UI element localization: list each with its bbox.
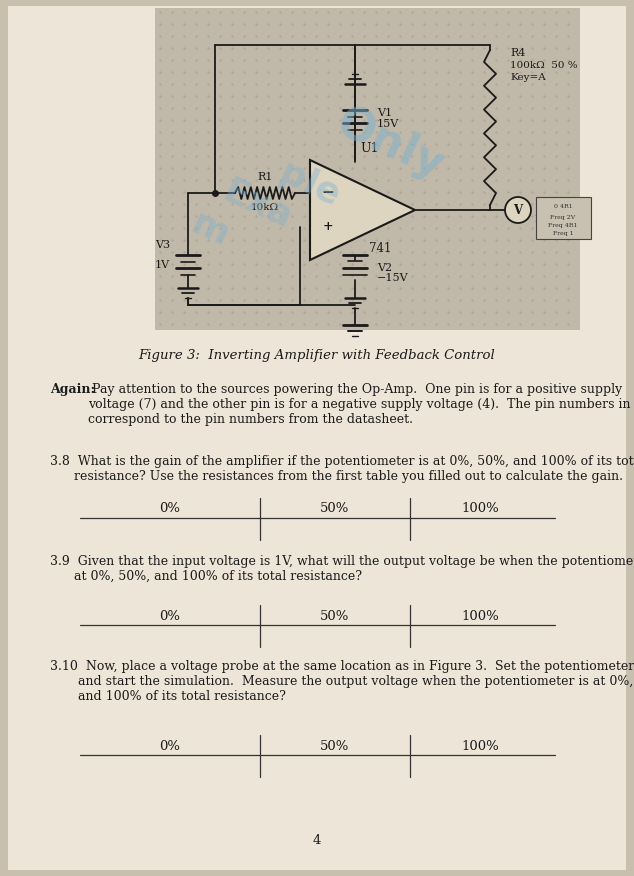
Text: +: + (323, 221, 333, 234)
Text: −15V: −15V (377, 273, 409, 283)
Bar (536, 197, 591, 239)
Text: 1V: 1V (155, 260, 170, 270)
Text: −: − (321, 186, 334, 200)
Text: 0 4R1: 0 4R1 (553, 204, 573, 209)
Text: R4: R4 (510, 48, 526, 58)
Text: Only: Only (329, 102, 451, 188)
Text: PR1: PR1 (534, 215, 554, 224)
Text: 741: 741 (369, 242, 391, 255)
Text: Freq 1: Freq 1 (553, 230, 573, 236)
Text: Pay attention to the sources powering the Op-Amp.  One pin is for a positive sup: Pay attention to the sources powering th… (88, 383, 634, 426)
Text: Exa: Exa (218, 174, 298, 236)
Text: Key=A: Key=A (510, 73, 546, 81)
Text: ple: ple (275, 156, 346, 214)
Text: 0%: 0% (160, 610, 181, 623)
Text: 100kΩ  50 %: 100kΩ 50 % (510, 60, 578, 69)
Text: V1: V1 (377, 108, 392, 118)
Text: 0%: 0% (160, 503, 181, 515)
Text: V3: V3 (155, 240, 170, 250)
Text: V: V (514, 203, 522, 216)
Text: 100%: 100% (461, 739, 499, 752)
Text: V2: V2 (377, 263, 392, 273)
Text: 10kΩ: 10kΩ (251, 203, 279, 213)
Text: 4: 4 (313, 833, 321, 846)
Circle shape (505, 197, 531, 223)
Text: 3.10  Now, place a voltage probe at the same location as in Figure 3.  Set the p: 3.10 Now, place a voltage probe at the s… (50, 660, 634, 703)
Text: 3.8  What is the gain of the amplifier if the potentiometer is at 0%, 50%, and 1: 3.8 What is the gain of the amplifier if… (50, 455, 634, 483)
Text: 50%: 50% (320, 610, 350, 623)
Bar (155, 8, 580, 330)
Text: 15V: 15V (377, 119, 399, 129)
Text: 100%: 100% (461, 503, 499, 515)
Text: Figure 3:  Inverting Amplifier with Feedback Control: Figure 3: Inverting Amplifier with Feedb… (139, 350, 495, 363)
Text: Freq 4R1: Freq 4R1 (548, 223, 578, 228)
Polygon shape (310, 160, 415, 260)
Text: 0%: 0% (160, 739, 181, 752)
Text: U1: U1 (361, 142, 379, 154)
Text: 100%: 100% (461, 610, 499, 623)
Text: m: m (186, 207, 234, 253)
Text: Freq 2V: Freq 2V (550, 215, 576, 220)
Text: Again:: Again: (50, 383, 95, 396)
Text: 50%: 50% (320, 503, 350, 515)
Text: 3.9  Given that the input voltage is 1V, what will the output voltage be when th: 3.9 Given that the input voltage is 1V, … (50, 555, 634, 583)
Text: 50%: 50% (320, 739, 350, 752)
Text: R1: R1 (257, 172, 273, 182)
